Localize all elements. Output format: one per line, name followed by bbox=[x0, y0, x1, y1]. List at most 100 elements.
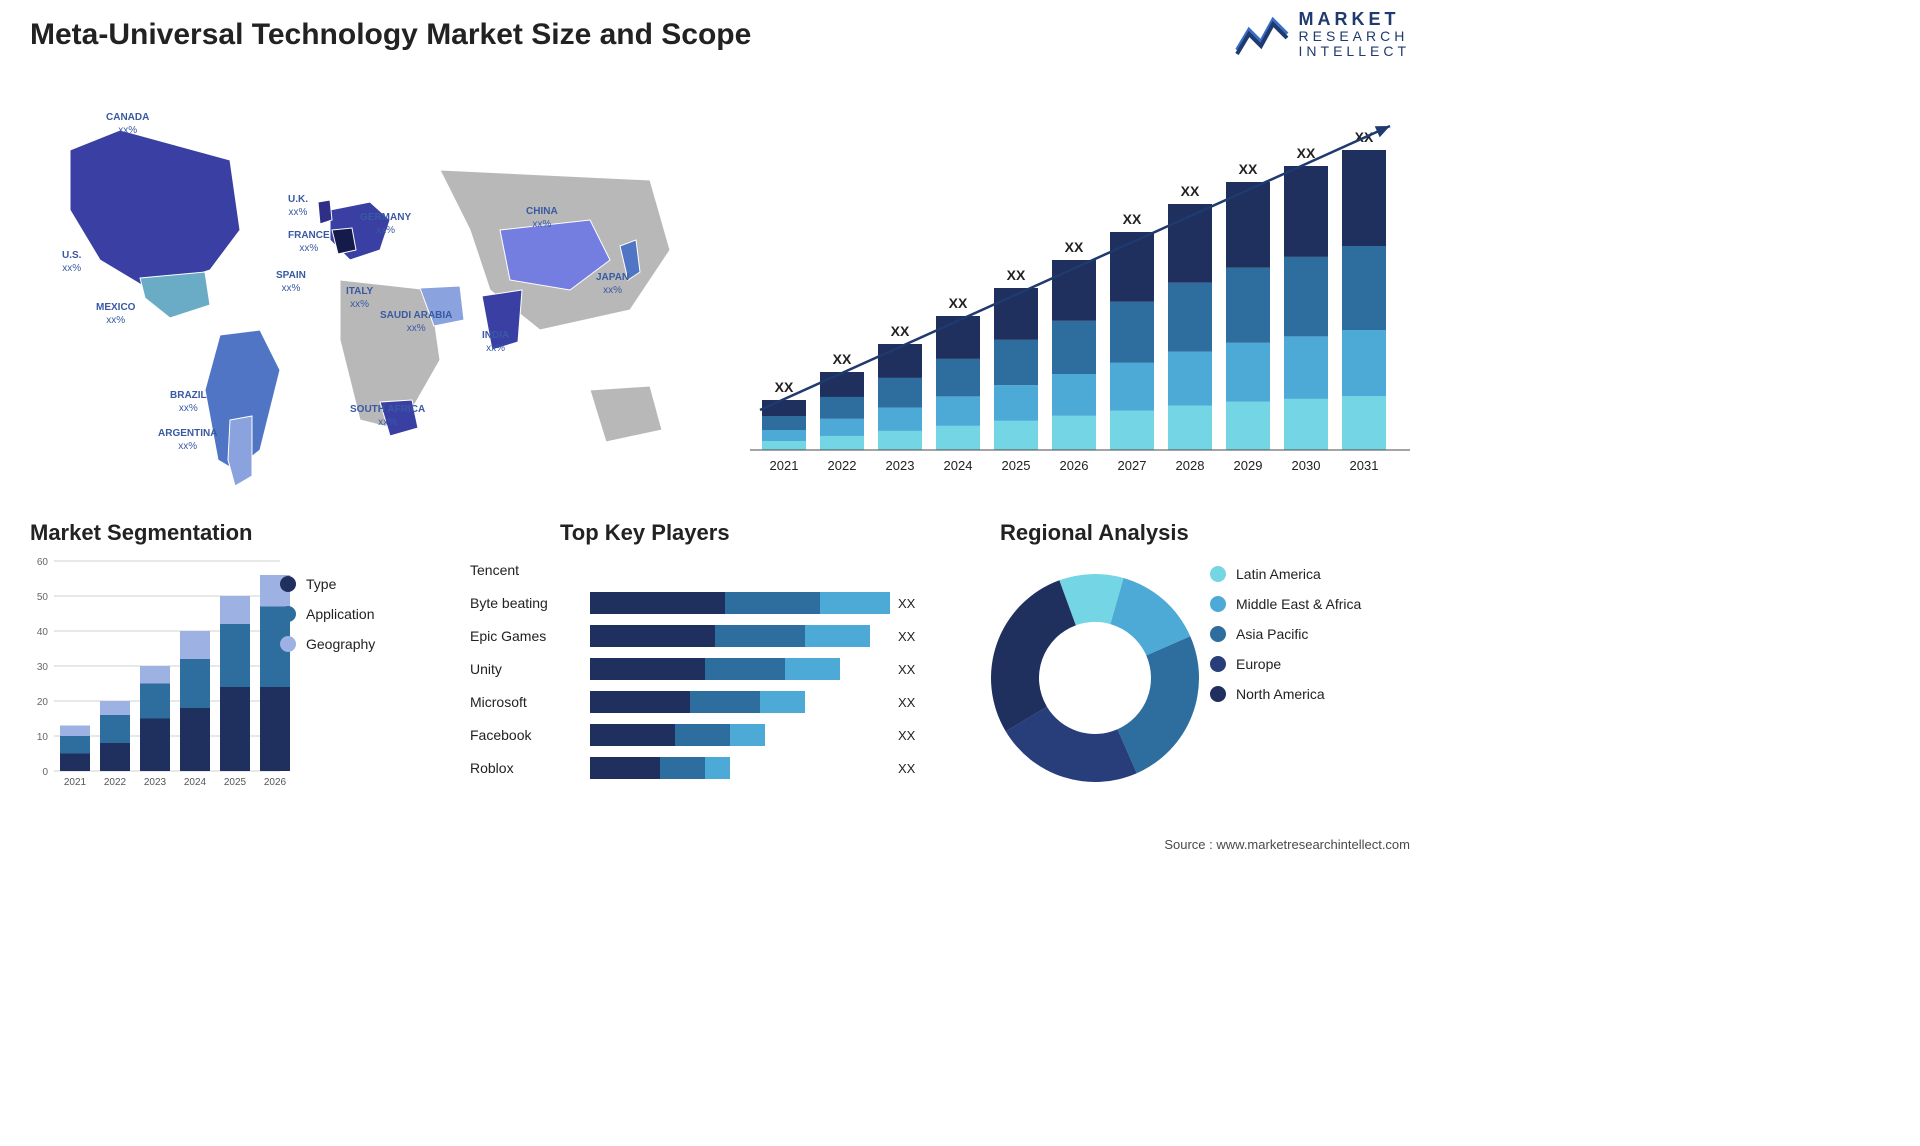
svg-text:20: 20 bbox=[37, 697, 49, 708]
player-bar-seg bbox=[820, 592, 890, 614]
legend-swatch bbox=[280, 636, 296, 652]
map-label-china: CHINAxx% bbox=[526, 206, 558, 231]
svg-text:60: 60 bbox=[37, 557, 49, 568]
svg-text:2027: 2027 bbox=[1118, 458, 1147, 473]
legend-label: Europe bbox=[1236, 656, 1281, 672]
svg-text:2026: 2026 bbox=[1060, 458, 1089, 473]
map-label-u.s.: U.S.xx% bbox=[62, 250, 81, 275]
world-map-panel: CANADAxx%U.S.xx%MEXICOxx%BRAZILxx%ARGENT… bbox=[30, 90, 710, 490]
player-bar-seg bbox=[785, 658, 840, 680]
legend-label: Asia Pacific bbox=[1236, 626, 1308, 642]
player-bar-seg bbox=[590, 724, 675, 746]
regional-title: Regional Analysis bbox=[1000, 520, 1189, 546]
svg-text:2021: 2021 bbox=[64, 777, 87, 788]
player-name: Unity bbox=[470, 661, 590, 677]
brand-logo: MARKET RESEARCH INTELLECT bbox=[1235, 10, 1410, 58]
svg-text:0: 0 bbox=[42, 767, 48, 778]
svg-text:XX: XX bbox=[1007, 267, 1026, 283]
brand-line-1: MARKET bbox=[1299, 10, 1410, 29]
svg-text:2029: 2029 bbox=[1234, 458, 1263, 473]
legend-label: Geography bbox=[306, 636, 375, 652]
player-name: Facebook bbox=[470, 727, 590, 743]
legend-swatch bbox=[1210, 686, 1226, 702]
seg-legend-application: Application bbox=[280, 606, 430, 622]
players-title: Top Key Players bbox=[560, 520, 730, 546]
map-label-argentina: ARGENTINAxx% bbox=[158, 428, 217, 453]
svg-text:XX: XX bbox=[1065, 239, 1084, 255]
svg-text:2026: 2026 bbox=[264, 777, 287, 788]
player-bar-seg bbox=[590, 757, 660, 779]
legend-swatch bbox=[1210, 596, 1226, 612]
legend-label: Middle East & Africa bbox=[1236, 596, 1361, 612]
regional-legend: Latin America Middle East & Africa Asia Pa… bbox=[1210, 566, 1400, 716]
player-value: XX bbox=[898, 596, 915, 611]
svg-text:XX: XX bbox=[775, 379, 794, 395]
player-bar bbox=[590, 658, 890, 680]
players-panel: TencentByte beatingXXEpic GamesXXUnityXX… bbox=[470, 558, 960, 818]
region-legend-middle-east-africa: Middle East & Africa bbox=[1210, 596, 1400, 612]
player-row-tencent: Tencent bbox=[470, 558, 960, 582]
legend-label: Application bbox=[306, 606, 375, 622]
player-row-byte-beating: Byte beating XX bbox=[470, 591, 960, 615]
player-name: Microsoft bbox=[470, 694, 590, 710]
svg-text:2031: 2031 bbox=[1350, 458, 1379, 473]
svg-text:2030: 2030 bbox=[1292, 458, 1321, 473]
legend-swatch bbox=[1210, 626, 1226, 642]
player-bar bbox=[590, 592, 890, 614]
player-value: XX bbox=[898, 629, 915, 644]
region-legend-asia-pacific: Asia Pacific bbox=[1210, 626, 1400, 642]
player-name: Tencent bbox=[470, 562, 590, 578]
player-bar-seg bbox=[760, 691, 805, 713]
legend-swatch bbox=[280, 576, 296, 592]
map-label-mexico: MEXICOxx% bbox=[96, 302, 135, 327]
segmentation-svg: 0102030405060202120222023202420252026 bbox=[30, 555, 290, 815]
player-bar bbox=[590, 724, 890, 746]
seg-legend-type: Type bbox=[280, 576, 430, 592]
map-label-u.k.: U.K.xx% bbox=[288, 194, 308, 219]
svg-text:2025: 2025 bbox=[1002, 458, 1031, 473]
player-row-epic-games: Epic GamesXX bbox=[470, 624, 960, 648]
player-bar-seg bbox=[705, 757, 730, 779]
map-label-italy: ITALYxx% bbox=[346, 286, 373, 311]
map-label-spain: SPAINxx% bbox=[276, 270, 306, 295]
map-label-japan: JAPANxx% bbox=[596, 272, 629, 297]
svg-text:XX: XX bbox=[949, 295, 968, 311]
brand-line-3: INTELLECT bbox=[1299, 44, 1410, 59]
svg-text:XX: XX bbox=[833, 351, 852, 367]
player-value: XX bbox=[898, 761, 915, 776]
svg-text:2024: 2024 bbox=[944, 458, 973, 473]
player-row-roblox: RobloxXX bbox=[470, 756, 960, 780]
map-label-france: FRANCExx% bbox=[288, 230, 330, 255]
player-bar-seg bbox=[660, 757, 705, 779]
map-label-south-africa: SOUTH AFRICAxx% bbox=[350, 404, 425, 429]
player-row-microsoft: MicrosoftXX bbox=[470, 690, 960, 714]
svg-text:30: 30 bbox=[37, 662, 49, 673]
svg-text:2023: 2023 bbox=[886, 458, 915, 473]
map-label-brazil: BRAZILxx% bbox=[170, 390, 207, 415]
svg-text:2023: 2023 bbox=[144, 777, 167, 788]
segmentation-legend: Type Application Geography bbox=[280, 576, 430, 666]
map-label-india: INDIAxx% bbox=[482, 330, 509, 355]
player-value: XX bbox=[898, 662, 915, 677]
player-bar-seg bbox=[730, 724, 765, 746]
growth-chart-svg: XX2021XX2022XX2023XX2024XX2025XX2026XX20… bbox=[750, 110, 1410, 480]
segmentation-title: Market Segmentation bbox=[30, 520, 253, 546]
player-bar-seg bbox=[805, 625, 870, 647]
region-legend-europe: Europe bbox=[1210, 656, 1400, 672]
brand-line-2: RESEARCH bbox=[1299, 29, 1410, 44]
svg-text:10: 10 bbox=[37, 732, 49, 743]
svg-text:2028: 2028 bbox=[1176, 458, 1205, 473]
svg-text:2022: 2022 bbox=[104, 777, 127, 788]
player-bar bbox=[590, 691, 890, 713]
map-label-germany: GERMANYxx% bbox=[360, 212, 411, 237]
seg-legend-geography: Geography bbox=[280, 636, 430, 652]
legend-swatch bbox=[1210, 566, 1226, 582]
player-name: Byte beating bbox=[470, 595, 590, 611]
player-bar-seg bbox=[675, 724, 730, 746]
svg-text:50: 50 bbox=[37, 592, 49, 603]
region-legend-latin-america: Latin America bbox=[1210, 566, 1400, 582]
player-bar-seg bbox=[690, 691, 760, 713]
player-row-unity: Unity XX bbox=[470, 657, 960, 681]
regional-donut-svg bbox=[985, 558, 1215, 798]
player-bar bbox=[590, 625, 890, 647]
